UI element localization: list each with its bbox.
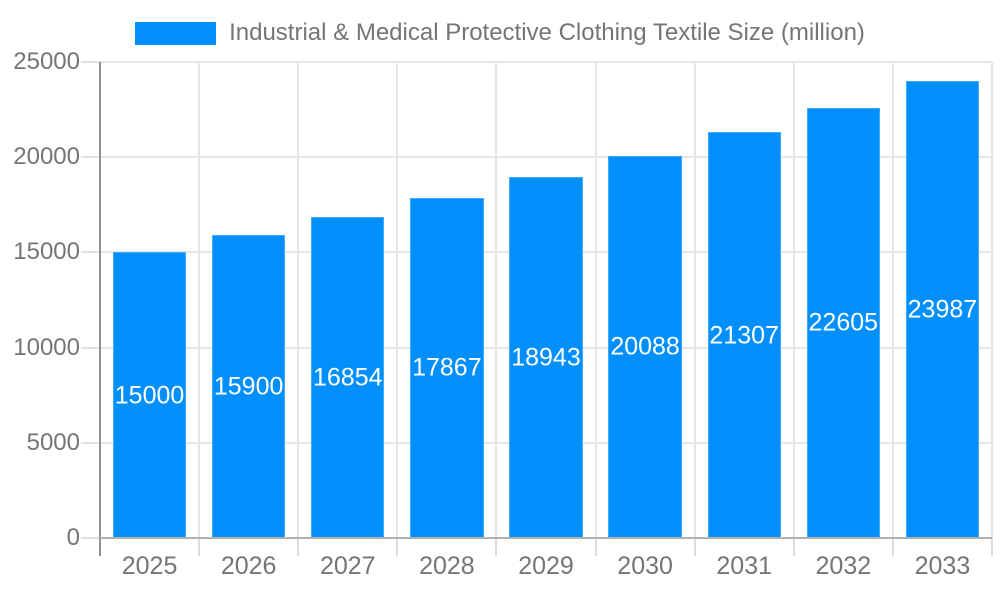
x-axis-tick-mark <box>297 538 300 556</box>
x-axis-tick-label: 2029 <box>518 552 574 580</box>
gridline-horizontal <box>100 61 992 63</box>
bar-column: 16854 <box>298 62 397 538</box>
y-axis-tick-mark <box>81 61 100 63</box>
y-axis-tick-label: 5000 <box>26 428 80 456</box>
bar: 15000 <box>112 252 187 538</box>
x-axis-tick-label: 2028 <box>419 552 475 580</box>
plot-area: 0 5000 10000 15000 20000 25000 15000 2025 15900 2… <box>13 48 993 580</box>
legend-label: Industrial & Medical Protective Clothing… <box>229 19 865 46</box>
x-axis-tick-label: 2032 <box>815 552 872 580</box>
gridline-vertical <box>297 62 300 538</box>
x-axis-tick-mark <box>891 538 894 556</box>
x-axis-tick-label: 2030 <box>617 552 673 580</box>
legend-swatch <box>135 21 217 45</box>
y-axis-tick-label: 10000 <box>13 333 80 361</box>
bar: 15900 <box>211 235 286 538</box>
bar: 20088 <box>608 155 682 538</box>
bar-column: 21307 <box>695 62 794 538</box>
x-axis-tick-label: 2031 <box>716 552 773 580</box>
x-axis-tick-mark <box>792 538 795 556</box>
gridline-vertical <box>594 62 597 538</box>
bar-value-label: 21307 <box>709 321 779 350</box>
bar-value-label: 22605 <box>808 308 879 337</box>
gridline-vertical <box>991 62 993 538</box>
x-axis-tick-label: 2026 <box>220 552 277 580</box>
x-axis-tick-mark <box>594 538 597 556</box>
bar: 17867 <box>410 197 484 538</box>
bar: 16854 <box>311 217 385 538</box>
y-axis-tick-label: 20000 <box>13 143 80 171</box>
bar-column: 18943 <box>496 62 595 538</box>
y-axis-tick-mark <box>81 346 100 349</box>
gridline-vertical <box>693 62 696 538</box>
gridline-vertical <box>495 62 498 538</box>
bar-column: 15000 <box>100 62 199 538</box>
bar: 18943 <box>509 177 583 538</box>
gridline-vertical <box>891 62 894 538</box>
x-axis-tick-label: 2033 <box>914 552 971 580</box>
bar-column: 22605 <box>794 62 893 538</box>
bar-column: 23987 <box>893 62 992 538</box>
y-axis-tick-label: 15000 <box>13 238 80 266</box>
gridline-horizontal <box>100 156 992 159</box>
gridline-vertical <box>792 62 795 538</box>
bar-value-label: 15000 <box>114 381 185 410</box>
bar-column: 17867 <box>397 62 496 538</box>
bar-column: 15900 <box>199 62 298 538</box>
bar: 22605 <box>806 107 880 538</box>
bar: 23987 <box>905 81 980 538</box>
x-axis-tick-mark <box>495 538 498 556</box>
bar-value-label: 18943 <box>511 343 581 372</box>
y-axis-tick-mark <box>81 156 100 159</box>
gridline-vertical <box>396 62 399 538</box>
bar-value-label: 16854 <box>312 363 383 392</box>
y-axis-tick-label: 0 <box>66 524 80 551</box>
legend: Industrial & Medical Protective Clothing… <box>0 19 1000 47</box>
x-axis-tick-label: 2027 <box>319 552 376 580</box>
x-axis-tick-mark <box>396 538 399 556</box>
x-axis-tick-mark <box>198 538 201 556</box>
bar-value-label: 15900 <box>213 372 284 401</box>
y-axis-tick-label: 25000 <box>13 48 80 75</box>
y-axis-tick-mark <box>81 537 100 539</box>
bar-value-label: 17867 <box>412 353 482 382</box>
x-axis-tick-mark <box>991 538 993 556</box>
x-axis-line <box>100 537 992 539</box>
bar-value-label: 20088 <box>610 332 680 361</box>
x-axis-tick-mark <box>693 538 696 556</box>
y-axis-tick-mark <box>81 441 100 444</box>
bar-value-label: 23987 <box>907 295 978 324</box>
bar: 21307 <box>707 132 781 538</box>
gridline-vertical <box>198 62 201 538</box>
y-axis-tick-mark <box>81 251 100 254</box>
y-axis-line <box>99 62 101 556</box>
x-axis-tick-label: 2025 <box>121 552 178 580</box>
bar-column: 20088 <box>596 62 695 538</box>
